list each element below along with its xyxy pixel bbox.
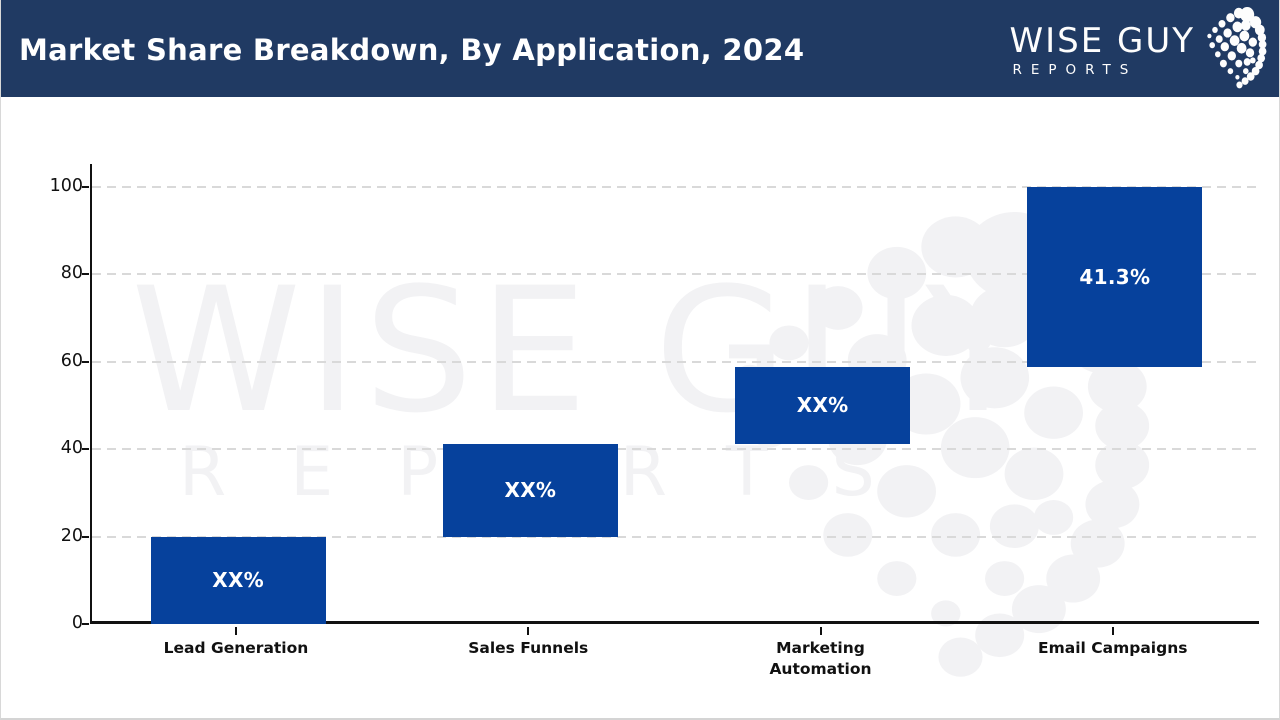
x-tick-icon bbox=[235, 627, 238, 635]
y-gridline bbox=[92, 535, 1259, 538]
x-category-label: Email Campaigns bbox=[1038, 639, 1188, 657]
y-tick-label: 60 bbox=[60, 350, 83, 371]
page-title: Market Share Breakdown, By Application, … bbox=[19, 33, 805, 67]
bar-email-campaigns: 41.3% bbox=[1027, 187, 1203, 368]
y-tick-label: 20 bbox=[60, 525, 83, 546]
y-gridline bbox=[92, 360, 1259, 363]
bar-marketing-automation: XX% bbox=[735, 367, 911, 444]
header-bar: Market Share Breakdown, By Application, … bbox=[1, 0, 1279, 97]
y-tick-icon bbox=[82, 623, 89, 625]
y-gridline bbox=[92, 448, 1259, 451]
y-tick-icon bbox=[82, 535, 89, 538]
plot-area: XX% XX% XX% 41.3% bbox=[90, 164, 1259, 624]
bar-value-label: XX% bbox=[504, 478, 557, 503]
y-tick-icon bbox=[82, 273, 89, 276]
bar-lead-generation: XX% bbox=[150, 536, 326, 624]
bar-value-label: 41.3% bbox=[1079, 265, 1151, 290]
logo-head-dots-icon bbox=[1207, 7, 1267, 89]
bar-value-label: XX% bbox=[796, 393, 849, 418]
x-tick-icon bbox=[527, 627, 530, 635]
y-gridline bbox=[92, 273, 1259, 276]
y-tick-icon bbox=[82, 186, 89, 188]
wise-guy-reports-logo: WISE GUY REPORTS bbox=[1009, 7, 1271, 91]
x-category-label: Lead Generation bbox=[163, 639, 309, 657]
y-tick-label: 40 bbox=[60, 438, 83, 459]
y-gridline bbox=[92, 186, 1259, 188]
bar-sales-funnels: XX% bbox=[442, 443, 618, 537]
logo-wordmark: WISE GUY bbox=[1009, 20, 1195, 61]
y-tick-label: 100 bbox=[49, 176, 83, 196]
y-tick-label: 80 bbox=[60, 263, 83, 284]
logo-subtitle: REPORTS bbox=[1012, 61, 1138, 78]
y-tick-icon bbox=[82, 360, 89, 363]
x-tick-icon bbox=[1111, 627, 1114, 635]
x-category-label: Sales Funnels bbox=[468, 639, 589, 657]
y-tick-label: 0 bbox=[71, 613, 83, 633]
y-tick-icon bbox=[82, 448, 89, 451]
bar-value-label: XX% bbox=[212, 568, 265, 593]
x-tick-icon bbox=[819, 627, 822, 635]
x-category-label: Marketing Automation bbox=[769, 639, 872, 678]
